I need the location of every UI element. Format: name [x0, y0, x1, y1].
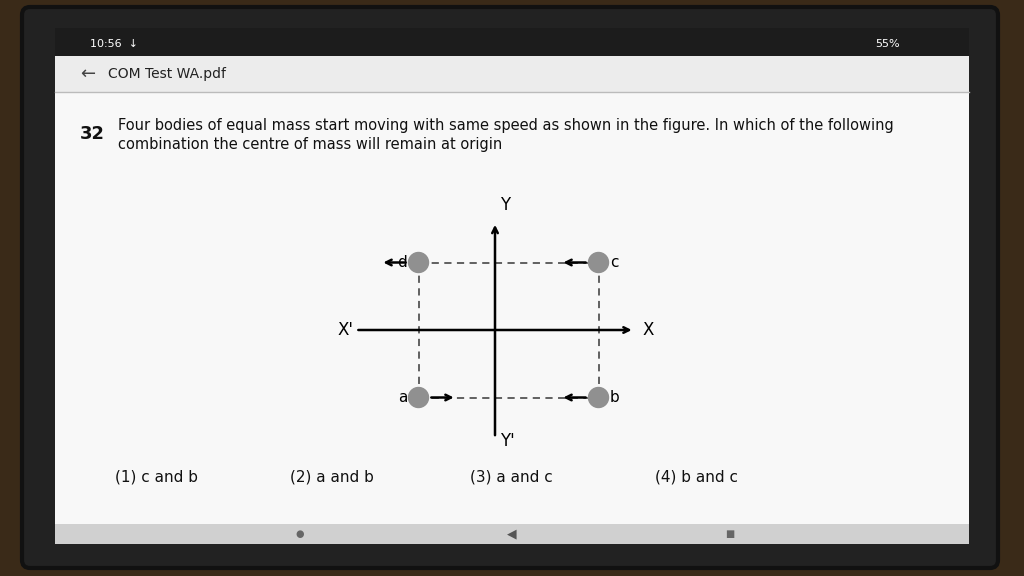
Text: Y: Y — [500, 196, 510, 214]
Bar — [55, 524, 969, 544]
Text: (2) a and b: (2) a and b — [290, 470, 374, 485]
Text: ●: ● — [296, 529, 304, 539]
Text: ←: ← — [80, 65, 95, 83]
Text: Y': Y' — [500, 432, 515, 450]
Bar — [55, 28, 969, 56]
Text: (4) b and c: (4) b and c — [655, 470, 738, 485]
Text: 32: 32 — [80, 125, 105, 143]
Text: Four bodies of equal mass start moving with same speed as shown in the figure. I: Four bodies of equal mass start moving w… — [118, 118, 894, 133]
Circle shape — [409, 252, 428, 272]
Text: ■: ■ — [725, 529, 734, 539]
Text: X: X — [642, 321, 654, 339]
Text: combination the centre of mass will remain at origin: combination the centre of mass will rema… — [118, 137, 502, 152]
Text: a: a — [397, 390, 408, 405]
Circle shape — [589, 388, 608, 407]
Text: COM Test WA.pdf: COM Test WA.pdf — [108, 67, 226, 81]
Circle shape — [589, 252, 608, 272]
Text: (1) c and b: (1) c and b — [115, 470, 198, 485]
Circle shape — [409, 388, 428, 407]
Text: X': X' — [338, 321, 353, 339]
Bar — [55, 28, 969, 544]
Text: d: d — [397, 255, 408, 270]
Text: ◀: ◀ — [507, 528, 517, 540]
Text: (3) a and c: (3) a and c — [470, 470, 553, 485]
Text: b: b — [609, 390, 620, 405]
Bar — [55, 92, 969, 524]
Text: 10:56  ↓: 10:56 ↓ — [90, 39, 138, 49]
Text: c: c — [610, 255, 618, 270]
Bar — [55, 56, 969, 92]
FancyBboxPatch shape — [22, 7, 998, 568]
Text: 55%: 55% — [876, 39, 900, 49]
